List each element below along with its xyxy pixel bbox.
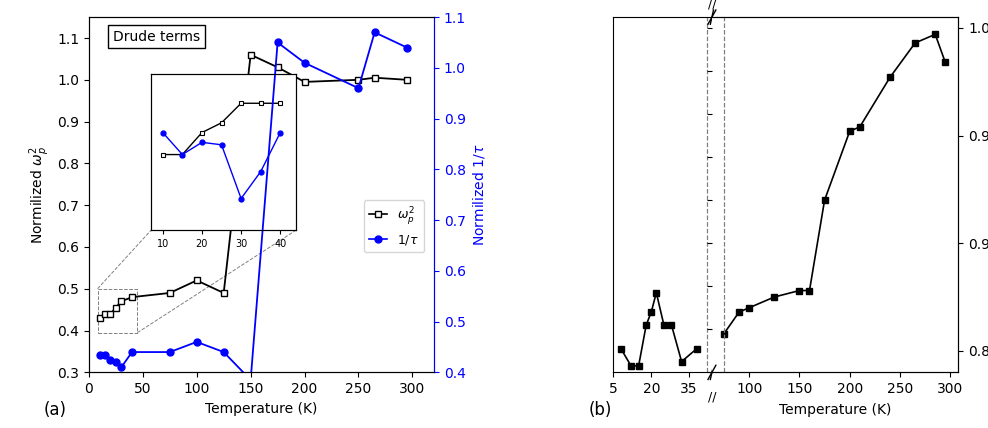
Text: //: // bbox=[707, 390, 716, 403]
X-axis label: Temperature (K): Temperature (K) bbox=[779, 403, 891, 417]
Text: (b): (b) bbox=[589, 401, 613, 419]
Legend: $\omega_p^2$, $1/\tau$: $\omega_p^2$, $1/\tau$ bbox=[364, 200, 424, 253]
Text: //: // bbox=[707, 0, 716, 10]
X-axis label: Temperature (K): Temperature (K) bbox=[206, 401, 317, 416]
Text: (a): (a) bbox=[44, 401, 67, 419]
Text: Drude terms: Drude terms bbox=[113, 30, 200, 44]
Y-axis label: Normilized $\omega_p^2$: Normilized $\omega_p^2$ bbox=[27, 146, 51, 244]
Y-axis label: Normilized $1/\tau$: Normilized $1/\tau$ bbox=[471, 143, 487, 246]
